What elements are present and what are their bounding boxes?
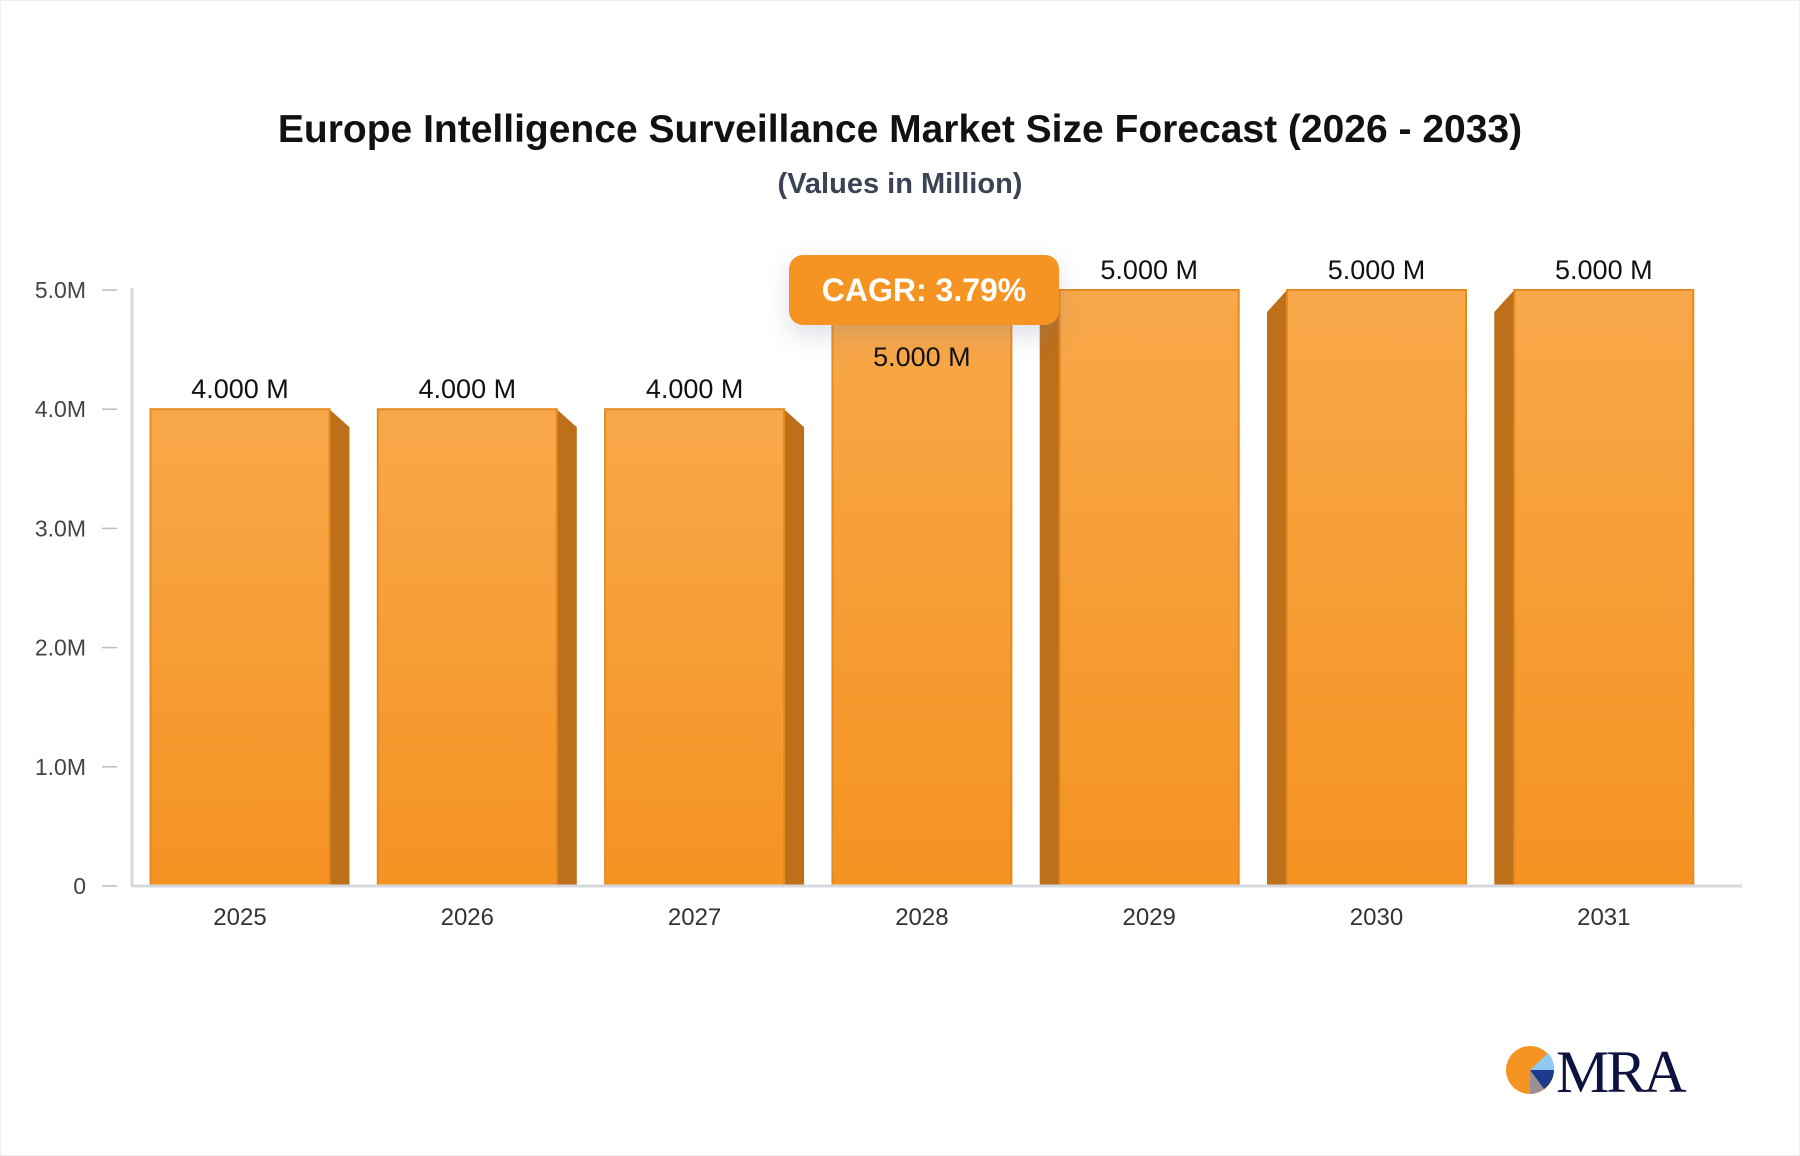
x-tick-label: 2026: [441, 904, 494, 931]
bar-2028: [831, 289, 1013, 887]
data-label: 5.000 M: [1555, 255, 1653, 285]
y-tick-label: 1.0M: [35, 754, 86, 780]
y-tick-label: 2.0M: [35, 635, 86, 661]
bar-2030: [1286, 289, 1467, 887]
svg-text:MRA: MRA: [1556, 1040, 1686, 1100]
x-tick-label: 2031: [1577, 904, 1630, 931]
y-tick-label: 3.0M: [35, 515, 86, 541]
bar-side-face: [784, 409, 805, 886]
chart-subtitle: (Values in Million): [777, 168, 1023, 200]
bar-side-face: [329, 409, 350, 886]
x-tick-label: 2030: [1350, 904, 1403, 931]
data-label: 4.000 M: [646, 374, 744, 404]
data-label: 4.000 M: [419, 374, 517, 404]
y-tick-label: 0: [73, 873, 86, 899]
bar-2025: [149, 408, 331, 887]
x-tick-label: 2028: [895, 904, 948, 931]
y-tick-label: 5.0M: [35, 277, 86, 303]
bar-2026: [376, 408, 558, 887]
mra-logo: MRA: [1506, 1040, 1689, 1100]
x-tick-label: 2027: [668, 904, 721, 931]
bar-2027: [604, 408, 786, 887]
data-label: 5.000 M: [1328, 255, 1426, 285]
bar-side-face: [556, 409, 577, 886]
x-tick-label: 2025: [213, 904, 266, 931]
y-tick-label: 4.0M: [35, 396, 86, 422]
cagr-badge: CAGR: 3.79%: [789, 255, 1059, 325]
bar-side-face: [1494, 290, 1515, 886]
data-label: 4.000 M: [191, 374, 289, 404]
bar-side-face: [1039, 290, 1060, 886]
bar-2029: [1058, 289, 1240, 887]
bar-side-face: [1267, 290, 1287, 886]
data-label: 5.000 M: [873, 342, 971, 372]
x-tick-label: 2029: [1123, 904, 1176, 931]
data-label: 5.000 M: [1100, 255, 1198, 285]
chart-title: Europe Intelligence Surveillance Market …: [277, 108, 1523, 151]
bar-2031: [1513, 289, 1695, 887]
